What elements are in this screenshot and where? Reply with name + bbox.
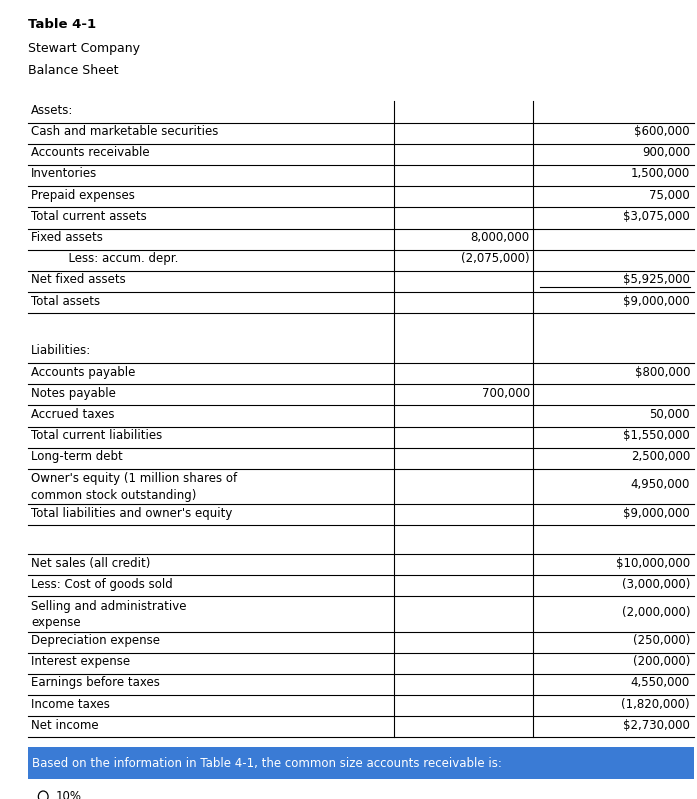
Text: (3,000,000): (3,000,000)	[622, 578, 690, 590]
Text: (2,075,000): (2,075,000)	[461, 252, 530, 265]
Text: Based on the information in Table 4-1, the common size accounts receivable is:: Based on the information in Table 4-1, t…	[32, 757, 502, 769]
Text: Assets:: Assets:	[31, 104, 74, 117]
Text: Total current assets: Total current assets	[31, 210, 147, 223]
Text: Inventories: Inventories	[31, 168, 98, 181]
Text: Notes payable: Notes payable	[31, 387, 116, 400]
Text: Net sales (all credit): Net sales (all credit)	[31, 557, 151, 570]
Text: $10,000,000: $10,000,000	[616, 557, 690, 570]
Text: 2,500,000: 2,500,000	[631, 451, 690, 463]
Text: 1,500,000: 1,500,000	[631, 168, 690, 181]
Text: Fixed assets: Fixed assets	[31, 231, 103, 244]
Text: Selling and administrative
expense: Selling and administrative expense	[31, 599, 187, 629]
Text: Cash and marketable securities: Cash and marketable securities	[31, 125, 219, 138]
Text: $3,075,000: $3,075,000	[623, 210, 690, 223]
Bar	[28, 747, 694, 779]
Text: $5,925,000: $5,925,000	[623, 273, 690, 286]
Text: Total assets: Total assets	[31, 295, 100, 308]
Text: Long-term debt: Long-term debt	[31, 451, 123, 463]
Text: Table 4-1: Table 4-1	[28, 18, 96, 31]
Text: 50,000: 50,000	[650, 408, 690, 421]
Text: (2,000,000): (2,000,000)	[622, 606, 690, 619]
Text: Total liabilities and owner's equity: Total liabilities and owner's equity	[31, 507, 233, 519]
Text: Accounts payable: Accounts payable	[31, 366, 136, 379]
Text: Less: Cost of goods sold: Less: Cost of goods sold	[31, 578, 173, 590]
Text: 8,000,000: 8,000,000	[470, 231, 530, 244]
Text: Prepaid expenses: Prepaid expenses	[31, 189, 135, 201]
Text: $600,000: $600,000	[634, 125, 690, 138]
Text: Owner's equity (1 million shares of
common stock outstanding): Owner's equity (1 million shares of comm…	[31, 472, 238, 502]
Text: (200,000): (200,000)	[633, 655, 690, 668]
Text: Accrued taxes: Accrued taxes	[31, 408, 115, 421]
Text: 10%: 10%	[56, 790, 82, 799]
Text: Total current liabilities: Total current liabilities	[31, 429, 162, 442]
Text: Accounts receivable: Accounts receivable	[31, 146, 150, 159]
Text: $800,000: $800,000	[634, 366, 690, 379]
Text: Interest expense: Interest expense	[31, 655, 130, 668]
Text: (1,820,000): (1,820,000)	[622, 698, 690, 710]
Text: Stewart Company: Stewart Company	[28, 42, 140, 55]
Text: $2,730,000: $2,730,000	[623, 719, 690, 732]
Text: Income taxes: Income taxes	[31, 698, 110, 710]
Text: 700,000: 700,000	[482, 387, 530, 400]
Text: 4,550,000: 4,550,000	[631, 677, 690, 690]
Text: Liabilities:: Liabilities:	[31, 344, 91, 357]
Text: Less: accum. depr.: Less: accum. depr.	[31, 252, 178, 265]
Text: $9,000,000: $9,000,000	[623, 295, 690, 308]
Text: $9,000,000: $9,000,000	[623, 507, 690, 519]
Text: Depreciation expense: Depreciation expense	[31, 634, 160, 647]
Text: Balance Sheet: Balance Sheet	[28, 64, 118, 77]
Text: Earnings before taxes: Earnings before taxes	[31, 677, 160, 690]
Text: (250,000): (250,000)	[633, 634, 690, 647]
Text: 900,000: 900,000	[642, 146, 690, 159]
Text: 75,000: 75,000	[650, 189, 690, 201]
Text: Net income: Net income	[31, 719, 99, 732]
Text: $1,550,000: $1,550,000	[623, 429, 690, 442]
Text: 4,950,000: 4,950,000	[631, 479, 690, 491]
Text: Net fixed assets: Net fixed assets	[31, 273, 126, 286]
